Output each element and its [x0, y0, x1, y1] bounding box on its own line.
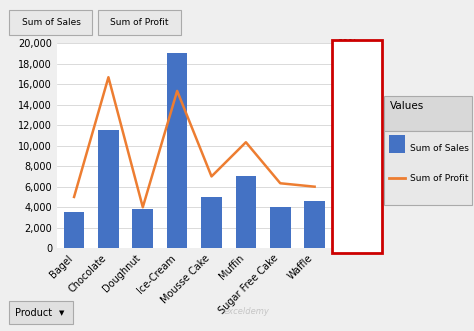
Bar	[167, 53, 187, 248]
Text: Sum of Sales: Sum of Sales	[410, 144, 469, 153]
Bar	[201, 197, 222, 248]
Text: Sum of Sales: Sum of Sales	[21, 18, 81, 27]
Bar	[236, 176, 256, 248]
Text: Values: Values	[390, 101, 424, 111]
Bar	[132, 209, 153, 248]
Text: Sum of Profit: Sum of Profit	[410, 174, 468, 183]
Text: ▼: ▼	[59, 310, 64, 316]
Text: exceldemy: exceldemy	[224, 307, 269, 316]
Bar	[304, 201, 325, 248]
Text: Sum of Profit: Sum of Profit	[110, 18, 169, 27]
Bar	[98, 130, 118, 248]
Bar	[270, 207, 291, 248]
Text: Product: Product	[15, 308, 52, 318]
Bar	[64, 213, 84, 248]
